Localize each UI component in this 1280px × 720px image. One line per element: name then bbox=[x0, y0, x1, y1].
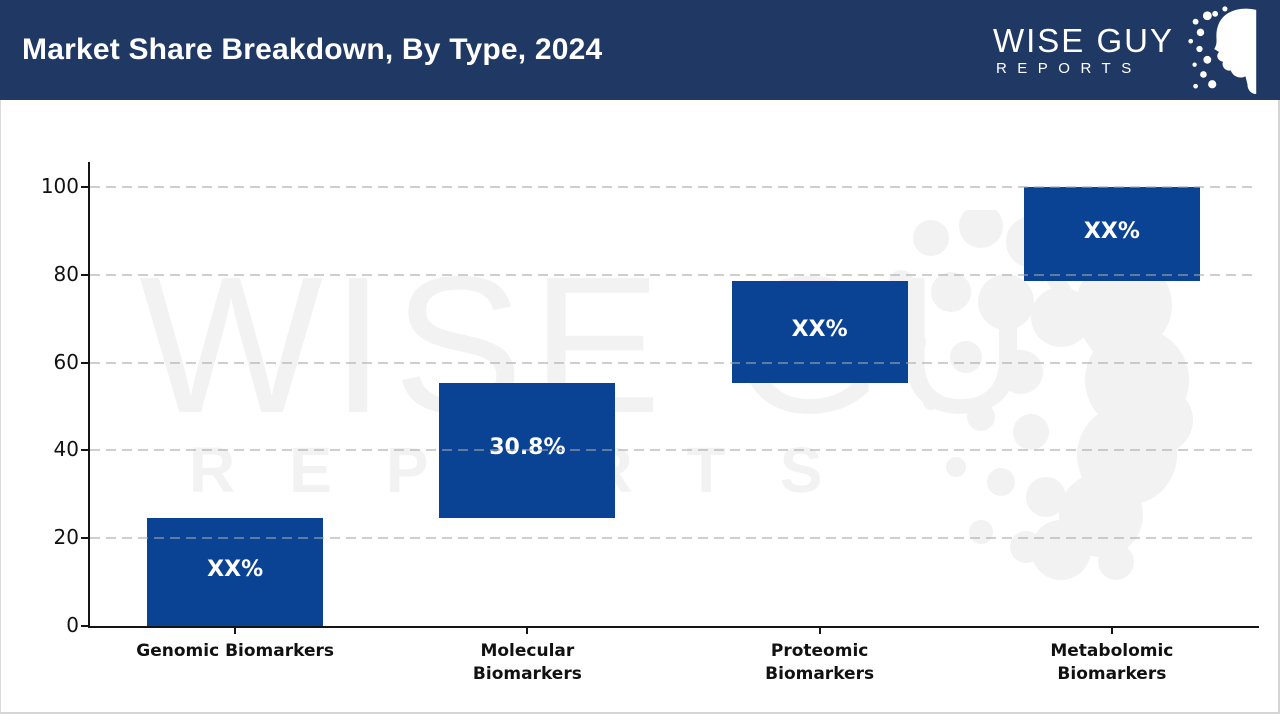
y-tickmark-80 bbox=[81, 273, 89, 276]
y-tickmark-100 bbox=[81, 186, 89, 188]
y-tick-20: 20 bbox=[53, 525, 79, 550]
y-tickmark-0 bbox=[81, 625, 89, 627]
bar-genomic-biomarkers: XX% bbox=[147, 518, 324, 626]
y-axis-spine bbox=[88, 162, 90, 628]
bar-metabolomic-biomarkers: XX% bbox=[1023, 187, 1200, 281]
bar-value-label: XX% bbox=[1083, 218, 1140, 244]
chart-area: WISE GUY REPORTS XX%30.8%XX%XX%020406080… bbox=[0, 100, 1280, 714]
y-tick-80: 80 bbox=[53, 261, 79, 286]
bar-value-label: XX% bbox=[791, 316, 848, 342]
gridline-80 bbox=[90, 273, 1258, 276]
y-tickmark-60 bbox=[81, 361, 89, 364]
gridline-100 bbox=[90, 186, 1258, 188]
x-tickmark-3 bbox=[1110, 626, 1113, 634]
gridline-20 bbox=[90, 537, 1258, 540]
bar-proteomic-biomarkers: XX% bbox=[731, 280, 908, 383]
x-tick-molecular-biomarkers: Molecular Biomarkers bbox=[472, 641, 582, 684]
bar-value-label: XX% bbox=[207, 556, 264, 582]
logo-subtitle: REPORTS bbox=[995, 60, 1142, 77]
y-tick-0: 0 bbox=[66, 613, 79, 637]
x-tick-metabolomic-biomarkers: Metabolomic Biomarkers bbox=[1050, 641, 1174, 684]
y-tick-40: 40 bbox=[53, 437, 79, 462]
chart-title: Market Share Breakdown, By Type, 2024 bbox=[22, 33, 603, 66]
header-bar: Market Share Breakdown, By Type, 2024 WI… bbox=[0, 0, 1280, 100]
gridline-40 bbox=[90, 449, 1258, 452]
logo-wordmark: WISE GUY bbox=[992, 22, 1174, 59]
x-tick-proteomic-biomarkers: Proteomic Biomarkers bbox=[765, 641, 875, 684]
x-axis-spine bbox=[88, 626, 1259, 628]
y-tick-60: 60 bbox=[53, 349, 79, 374]
y-tick-100: 100 bbox=[40, 174, 79, 198]
x-tickmark-1 bbox=[526, 626, 529, 634]
y-tickmark-20 bbox=[81, 537, 89, 540]
brand-logo: WISE GUY REPORTS bbox=[993, 4, 1266, 96]
logo-head-icon bbox=[1188, 6, 1257, 94]
x-tick-genomic-biomarkers: Genomic Biomarkers bbox=[136, 641, 334, 661]
x-tickmark-2 bbox=[818, 626, 821, 634]
bar-value-label: 30.8% bbox=[489, 435, 566, 461]
gridline-60 bbox=[90, 361, 1258, 364]
y-tickmark-40 bbox=[81, 449, 89, 452]
x-tickmark-0 bbox=[234, 626, 237, 634]
